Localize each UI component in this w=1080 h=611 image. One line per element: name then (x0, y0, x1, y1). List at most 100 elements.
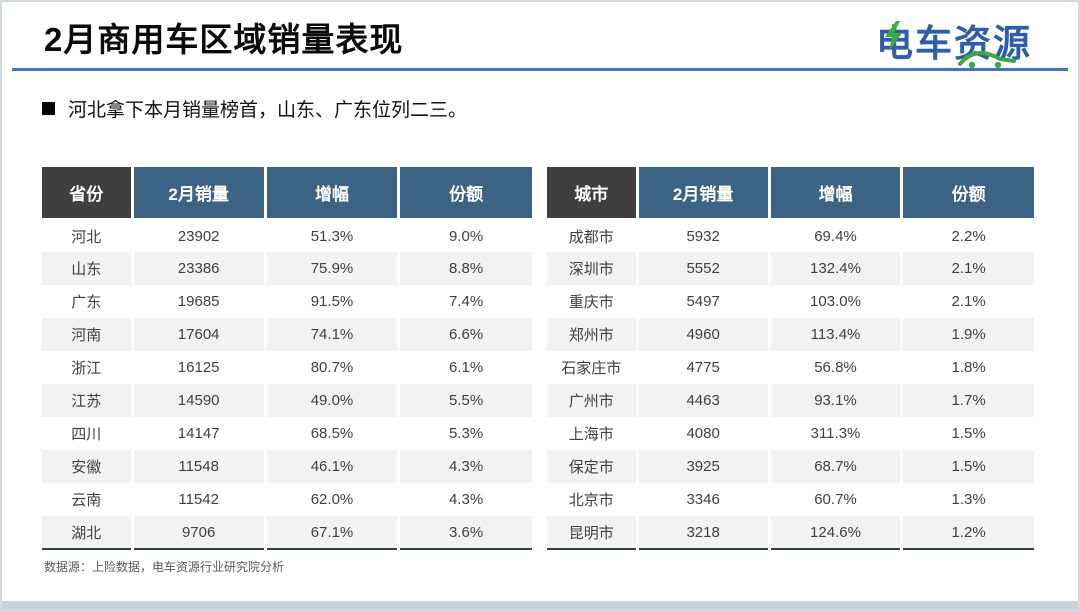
table-cell: 2.2% (900, 219, 1034, 252)
table-cell: 河北 (42, 219, 132, 252)
city-header-row: 城市 2月销量 增幅 份额 (547, 167, 1034, 221)
table-cell: 河南 (42, 318, 132, 351)
table-cell: 5.3% (397, 417, 532, 450)
table-cell: 91.5% (263, 285, 399, 318)
table-row: 昆明市 3218 124.6% 1.2% (547, 516, 1034, 549)
table-row: 重庆市 5497 103.0% 2.1% (547, 285, 1034, 318)
table-row: 四川 14147 68.5% 5.3% (42, 417, 532, 450)
table-row: 成都市 5932 69.4% 2.2% (547, 219, 1034, 252)
table-cell: 80.7% (263, 351, 399, 384)
table-row: 北京市 3346 60.7% 1.3% (547, 483, 1034, 516)
table-cell: 云南 (42, 483, 132, 516)
table-cell: 3.6% (397, 516, 532, 549)
table-row: 云南 11542 62.0% 4.3% (42, 483, 532, 516)
table-cell: 93.1% (767, 384, 902, 417)
table-cell: 9.0% (397, 219, 532, 252)
key-point: 河北拿下本月销量榜首，山东、广东位列二三。 (42, 95, 467, 122)
table-cell: 浙江 (42, 351, 132, 384)
table-cell: 4463 (635, 384, 770, 417)
table-cell: 4080 (635, 417, 770, 450)
table-cell: 6.1% (397, 351, 532, 384)
column-header: 城市 (547, 167, 637, 221)
table-cell: 51.3% (263, 219, 399, 252)
table-cell: 3925 (635, 450, 770, 483)
column-header: 增幅 (263, 167, 399, 221)
table-row: 江苏 14590 49.0% 5.5% (42, 384, 532, 417)
table-row: 浙江 16125 80.7% 6.1% (42, 351, 532, 384)
table-cell: 1.7% (900, 384, 1034, 417)
province-header-row: 省份 2月销量 增幅 份额 (42, 167, 532, 221)
table-cell: 1.5% (900, 450, 1034, 483)
table-row: 保定市 3925 68.7% 1.5% (547, 450, 1034, 483)
table-cell: 8.8% (397, 252, 532, 285)
table-cell: 1.8% (900, 351, 1034, 384)
table-cell: 16125 (130, 351, 266, 384)
table-row: 广州市 4463 93.1% 1.7% (547, 384, 1034, 417)
province-table-wrap: 省份 2月销量 增幅 份额 河北 23902 51.3% 9.0% 山东 23386 75.9% 8… (42, 167, 532, 550)
table-cell: 4.3% (397, 483, 532, 516)
table-cell: 311.3% (767, 417, 902, 450)
table-cell: 4960 (635, 318, 770, 351)
city-table-wrap: 城市 2月销量 增幅 份额 成都市 5932 69.4% 2.2% 深圳市 5552 132.4%… (547, 167, 1034, 550)
table-row: 石家庄市 4775 56.8% 1.8% (547, 351, 1034, 384)
table-row: 湖北 9706 67.1% 3.6% (42, 516, 532, 549)
table-row: 郑州市 4960 113.4% 1.9% (547, 318, 1034, 351)
table-cell: 124.6% (767, 516, 902, 549)
column-header: 2月销量 (130, 167, 266, 221)
table-row: 山东 23386 75.9% 8.8% (42, 252, 532, 285)
table-row: 安徽 11548 46.1% 4.3% (42, 450, 532, 483)
title-divider-rule (12, 68, 1068, 71)
table-cell: 7.4% (397, 285, 532, 318)
column-header: 增幅 (767, 167, 902, 221)
table-cell: 19685 (130, 285, 266, 318)
table-cell: 重庆市 (547, 285, 637, 318)
table-cell: 郑州市 (547, 318, 637, 351)
table-cell: 上海市 (547, 417, 637, 450)
table-row: 广东 19685 91.5% 7.4% (42, 285, 532, 318)
table-cell: 68.5% (263, 417, 399, 450)
table-cell: 保定市 (547, 450, 637, 483)
table-cell: 69.4% (767, 219, 902, 252)
column-header: 份额 (397, 167, 532, 221)
brand-logo: 电车资源 (876, 14, 1032, 69)
table-row: 深圳市 5552 132.4% 2.1% (547, 252, 1034, 285)
table-cell: 11542 (130, 483, 266, 516)
table-cell: 60.7% (767, 483, 902, 516)
logo-text: 电车资源 (876, 23, 1032, 64)
table-cell: 安徽 (42, 450, 132, 483)
table-cell: 4775 (635, 351, 770, 384)
table-cell: 北京市 (547, 483, 637, 516)
table-row: 河南 17604 74.1% 6.6% (42, 318, 532, 351)
table-cell: 14147 (130, 417, 266, 450)
table-cell: 昆明市 (547, 516, 637, 549)
table-row: 上海市 4080 311.3% 1.5% (547, 417, 1034, 450)
bottom-accent-bar (2, 601, 1078, 609)
table-cell: 11548 (130, 450, 266, 483)
table-cell: 74.1% (263, 318, 399, 351)
table-cell: 5552 (635, 252, 770, 285)
table-cell: 1.3% (900, 483, 1034, 516)
table-cell: 103.0% (767, 285, 902, 318)
table-cell: 石家庄市 (547, 351, 637, 384)
bullet-square-icon (42, 102, 55, 115)
table-cell: 113.4% (767, 318, 902, 351)
lightning-bolt-icon (885, 21, 902, 51)
table-cell: 49.0% (263, 384, 399, 417)
data-source-note: 数据源：上险数据，电车资源行业研究院分析 (44, 560, 285, 574)
table-cell: 56.8% (767, 351, 902, 384)
table-cell: 46.1% (263, 450, 399, 483)
table-cell: 1.5% (900, 417, 1034, 450)
car-icon (958, 51, 1016, 69)
table-cell: 1.9% (900, 318, 1034, 351)
table-cell: 深圳市 (547, 252, 637, 285)
city-sales-table: 城市 2月销量 增幅 份额 成都市 5932 69.4% 2.2% 深圳市 5552 132.4%… (547, 167, 1034, 550)
table-cell: 江苏 (42, 384, 132, 417)
table-cell: 广东 (42, 285, 132, 318)
table-cell: 9706 (130, 516, 266, 549)
table-cell: 1.2% (900, 516, 1034, 549)
table-row: 河北 23902 51.3% 9.0% (42, 219, 532, 252)
tables-area: 省份 2月销量 增幅 份额 河北 23902 51.3% 9.0% 山东 23386 75.9% 8… (42, 167, 1034, 550)
table-cell: 四川 (42, 417, 132, 450)
column-header: 2月销量 (635, 167, 770, 221)
